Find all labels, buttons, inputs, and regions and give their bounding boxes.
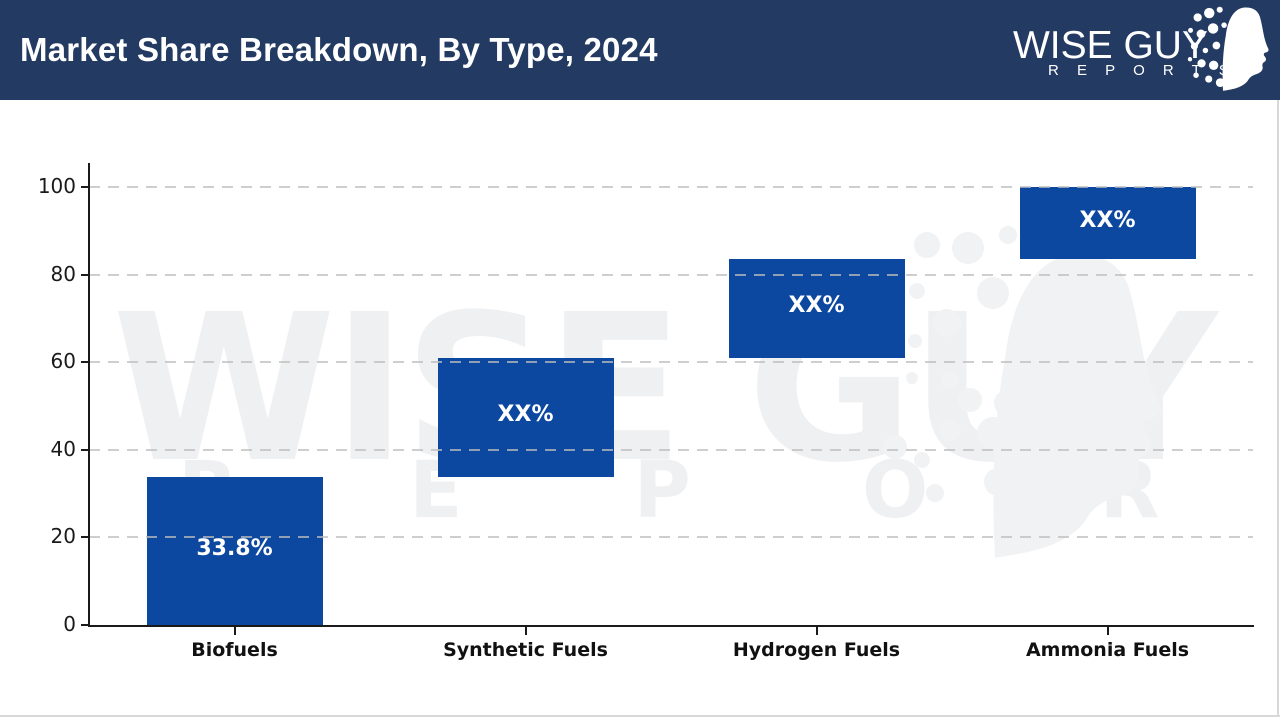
page-title: Market Share Breakdown, By Type, 2024 bbox=[20, 31, 658, 68]
y-tick-label: 100 bbox=[37, 174, 76, 198]
y-tick-mark bbox=[81, 536, 89, 538]
x-tick-mark bbox=[233, 627, 236, 635]
logo-subtitle: R E P O R T S bbox=[1048, 62, 1236, 79]
bar-value-label: 33.8% bbox=[196, 535, 273, 561]
y-tick-label: 60 bbox=[50, 349, 76, 373]
y-tick-mark bbox=[81, 623, 89, 626]
y-tick-mark bbox=[81, 186, 89, 188]
gridline bbox=[89, 361, 1253, 363]
logo-wordmark: WISE GUY bbox=[1013, 24, 1208, 67]
bar-value-label: XX% bbox=[1079, 208, 1136, 234]
gridline bbox=[89, 273, 1253, 276]
right-frame-line bbox=[1277, 100, 1279, 717]
y-tick-label: 80 bbox=[50, 261, 76, 286]
x-tick-mark bbox=[815, 627, 818, 635]
x-category-label: Biofuels bbox=[191, 639, 278, 661]
y-tick-mark bbox=[81, 273, 89, 276]
x-tick-mark bbox=[524, 627, 527, 635]
gridline bbox=[89, 448, 1253, 451]
bar-segment bbox=[728, 259, 905, 358]
logo-head-icon bbox=[1187, 6, 1269, 91]
bar-value-label: XX% bbox=[788, 293, 845, 319]
y-axis-line bbox=[88, 163, 90, 627]
wise-guy-logo: WISE GUY R E P O R T S bbox=[1013, 6, 1269, 91]
x-category-label: Hydrogen Fuels bbox=[732, 639, 901, 661]
x-category-label: Synthetic Fuels bbox=[443, 639, 608, 661]
x-category-label: Ammonia Fuels bbox=[1025, 639, 1190, 661]
header-bar: Market Share Breakdown, By Type, 2024 WI… bbox=[0, 0, 1280, 100]
bar-segment bbox=[146, 476, 323, 625]
y-tick-mark bbox=[81, 361, 89, 363]
bar-value-label: XX% bbox=[497, 402, 554, 428]
x-axis-line bbox=[88, 625, 1254, 627]
gridline bbox=[89, 186, 1253, 188]
x-tick-mark bbox=[1106, 627, 1109, 635]
y-tick-label: 0 bbox=[63, 611, 76, 636]
bar-segment bbox=[437, 357, 614, 477]
gridline bbox=[89, 536, 1253, 538]
y-tick-label: 20 bbox=[50, 524, 76, 548]
y-tick-label: 40 bbox=[50, 436, 76, 461]
bar-segment bbox=[1019, 187, 1196, 260]
y-tick-mark bbox=[81, 448, 89, 451]
bottom-frame-line bbox=[0, 715, 1280, 717]
